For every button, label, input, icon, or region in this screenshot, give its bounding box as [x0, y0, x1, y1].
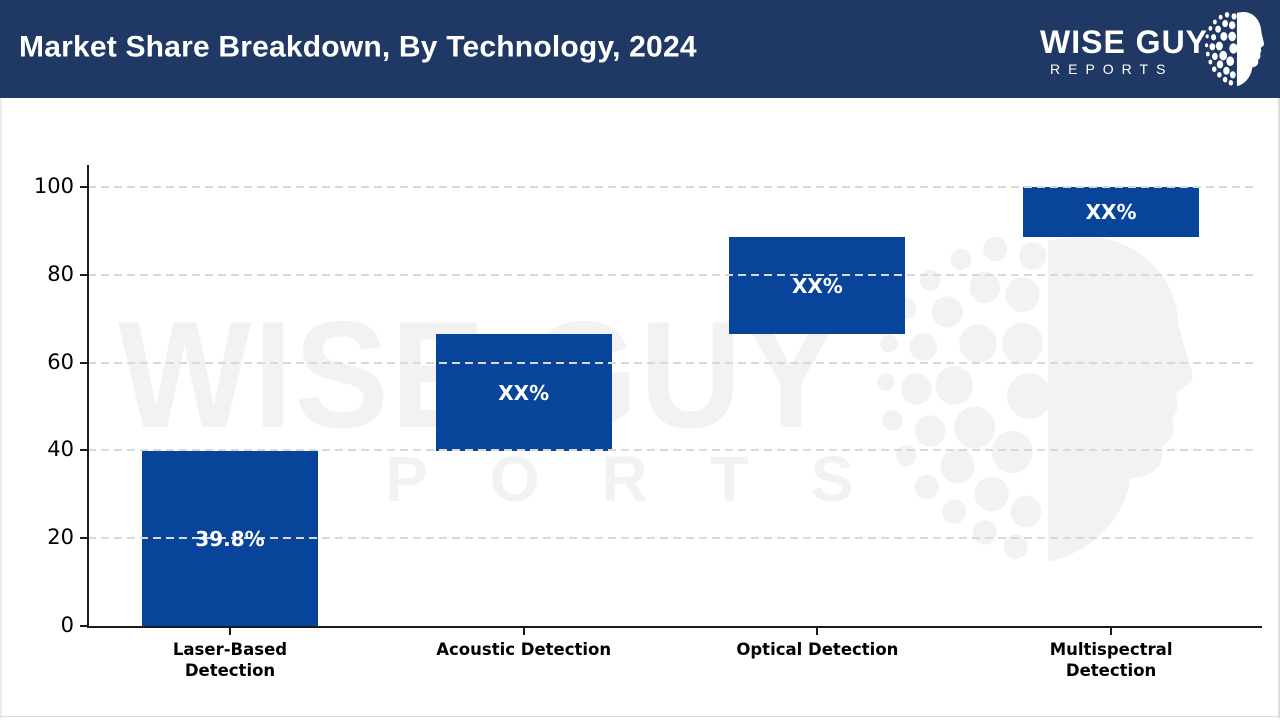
- x-axis-category-label-acoustic-detection: Acoustic Detection: [414, 639, 634, 660]
- header: Market Share Breakdown, By Technology, 2…: [0, 0, 1280, 98]
- page-title: Market Share Breakdown, By Technology, 2…: [19, 30, 697, 64]
- x-axis-tick: [816, 628, 819, 635]
- x-axis-category-label-multispectral-detection: Multispectral Detection: [1001, 639, 1221, 681]
- y-axis-tick-label: 80: [47, 261, 74, 286]
- page-right-border: [1278, 98, 1280, 718]
- y-axis-tick-label: 0: [60, 613, 74, 637]
- x-axis-tick: [1110, 628, 1113, 635]
- watermark-reports-text: PORTS: [385, 443, 916, 515]
- x-axis-tick: [522, 628, 525, 635]
- bar-multispectral-detection: [1023, 187, 1200, 238]
- bar-acoustic-detection: [435, 334, 612, 452]
- brand-logo: WISE GUY REPORTS: [1006, 6, 1268, 92]
- bar-value-label: XX%: [498, 380, 550, 405]
- y-axis-tick: [80, 361, 88, 364]
- category-label-line: Detection: [1065, 661, 1157, 680]
- bar-value-label: XX%: [791, 273, 843, 298]
- y-axis-tick: [80, 186, 88, 188]
- x-axis-category-label-laser-based-detection: Laser-Based Detection: [120, 639, 340, 681]
- y-axis-tick: [80, 449, 88, 452]
- y-axis-tick: [80, 625, 88, 627]
- gridline-40: [88, 449, 1255, 452]
- category-label-line: Detection: [184, 661, 276, 680]
- category-label-line: Acoustic Detection: [436, 640, 612, 659]
- bar-value-label: 39.8%: [195, 526, 265, 551]
- gridline-100: [88, 186, 1255, 188]
- logo-head-icon: [1204, 12, 1264, 87]
- gridline-60: [88, 361, 1255, 364]
- x-axis-tick: [229, 628, 231, 635]
- category-label-line: Laser-Based: [172, 640, 288, 659]
- bar-optical-detection: [729, 237, 906, 335]
- category-label-line: Multispectral: [1049, 640, 1173, 659]
- x-axis-spine: [87, 626, 1262, 628]
- y-axis-tick-label: 20: [47, 525, 74, 550]
- y-axis-tick: [80, 273, 88, 276]
- y-axis-spine: [87, 165, 89, 628]
- y-axis-tick-label: 100: [33, 174, 74, 198]
- y-axis-tick: [80, 537, 88, 540]
- logo-wordmark: WISE GUY: [1040, 24, 1209, 60]
- gridline-80: [88, 273, 1255, 276]
- y-axis-tick-label: 40: [47, 437, 74, 462]
- gridline-20: [88, 537, 1255, 540]
- page-left-border: [0, 98, 2, 718]
- x-axis-category-label-optical-detection: Optical Detection: [707, 639, 927, 660]
- y-axis-tick-label: 60: [47, 349, 74, 374]
- category-label-line: Optical Detection: [736, 640, 899, 659]
- page-bottom-border: [0, 716, 1280, 717]
- bar-value-label: XX%: [1085, 200, 1137, 225]
- logo-subtitle: REPORTS: [1050, 61, 1174, 77]
